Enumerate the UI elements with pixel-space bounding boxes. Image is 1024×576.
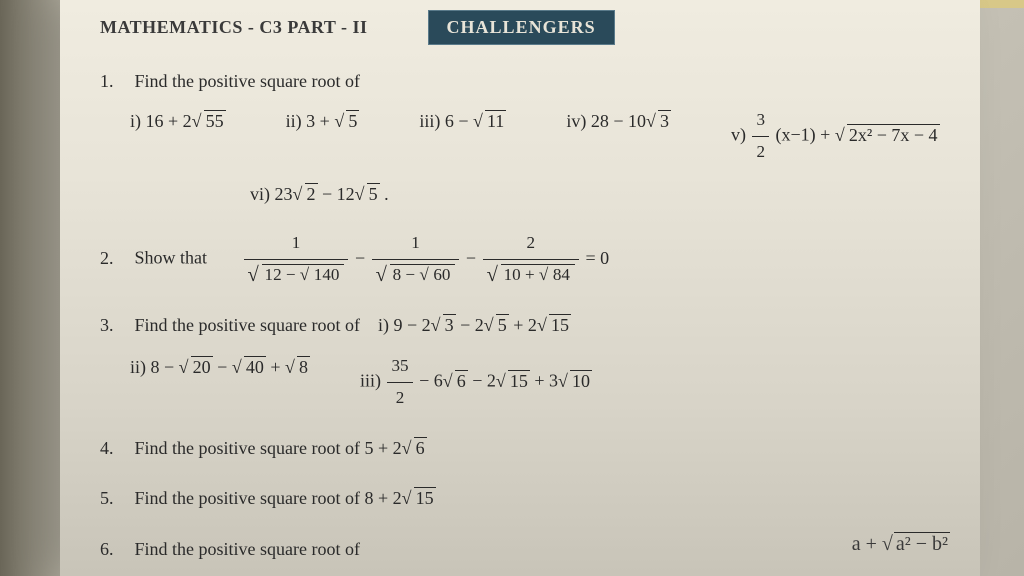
q4-number: 4.: [100, 432, 130, 464]
q3-text: Find the positive square root of: [135, 315, 360, 335]
q1-text: Find the positive square root of: [135, 71, 360, 91]
q5-number: 5.: [100, 482, 130, 514]
book-spine: [0, 0, 60, 576]
q3-subparts: ii) 8 − 20 − 40 + 8 iii) 352 − 66 − 215 …: [130, 351, 940, 414]
corner-expression: a + a² − b²: [852, 533, 950, 556]
q1-ii: ii) 3 + 5: [286, 105, 360, 168]
q2-equation: 1 12 − 140 − 1 8 − 60 − 2 10 + 84 = 0: [242, 248, 610, 268]
q3-ii: ii) 8 − 20 − 40 + 8: [130, 351, 310, 414]
q5-text: Find the positive square root of: [135, 488, 365, 508]
q1-subitems: i) 16 + 255 ii) 3 + 5 iii) 6 − 11 iv) 28…: [130, 105, 940, 210]
q1-number: 1.: [100, 65, 130, 97]
q1-iii: iii) 6 − 11: [419, 105, 506, 168]
q2-text: Show that: [135, 248, 208, 268]
challengers-badge: CHALLENGERS: [428, 10, 615, 45]
section-title: MATHEMATICS - C3 PART - II: [100, 17, 368, 38]
question-3: 3. Find the positive square root of i) 9…: [100, 309, 940, 414]
question-1: 1. Find the positive square root of i) 1…: [100, 65, 940, 210]
q6-text: Find the positive square root of: [135, 539, 360, 559]
question-5: 5. Find the positive square root of 8 + …: [100, 482, 940, 514]
q2-number: 2.: [100, 242, 130, 274]
q1-v: v) 32 (x−1) + 2x² − 7x − 4: [731, 105, 940, 168]
question-2: 2. Show that 1 12 − 140 − 1 8 − 60 − 2 1…: [100, 228, 940, 291]
q3-number: 3.: [100, 309, 130, 341]
q1-iv: iv) 28 − 103: [566, 105, 671, 168]
q1-vi: vi) 232 − 125 .: [250, 178, 389, 210]
q4-text: Find the positive square root of: [135, 438, 365, 458]
page-header: MATHEMATICS - C3 PART - II CHALLENGERS: [100, 10, 940, 45]
textbook-page: MATHEMATICS - C3 PART - II CHALLENGERS 1…: [60, 0, 980, 576]
q6-number: 6.: [100, 533, 130, 565]
q1-i: i) 16 + 255: [130, 105, 226, 168]
question-6: 6. Find the positive square root of: [100, 533, 940, 565]
question-4: 4. Find the positive square root of 5 + …: [100, 432, 940, 464]
q3-i: i) 9 − 23 − 25 + 215: [378, 315, 571, 335]
q3-iii: iii) 352 − 66 − 215 + 310: [360, 351, 592, 414]
